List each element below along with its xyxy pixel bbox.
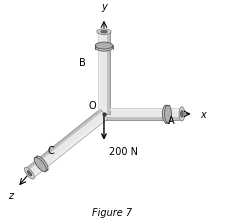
Text: O: O — [89, 101, 97, 111]
Text: z: z — [9, 191, 14, 201]
Polygon shape — [104, 117, 181, 120]
Polygon shape — [98, 33, 110, 114]
Ellipse shape — [164, 105, 171, 123]
Text: x: x — [200, 109, 206, 119]
Ellipse shape — [95, 44, 113, 51]
Polygon shape — [32, 116, 108, 177]
Ellipse shape — [95, 42, 113, 49]
Ellipse shape — [101, 30, 107, 33]
Polygon shape — [98, 33, 101, 114]
Text: Figure 7: Figure 7 — [92, 208, 133, 218]
Polygon shape — [104, 108, 181, 111]
Ellipse shape — [179, 107, 185, 121]
Polygon shape — [107, 33, 110, 114]
Polygon shape — [27, 109, 102, 170]
Ellipse shape — [25, 167, 34, 179]
Text: C: C — [47, 146, 54, 156]
Polygon shape — [104, 108, 181, 120]
Ellipse shape — [181, 111, 183, 117]
Ellipse shape — [36, 156, 48, 170]
Ellipse shape — [162, 105, 169, 123]
Text: y: y — [101, 2, 107, 12]
Ellipse shape — [34, 157, 46, 172]
Text: 200 N: 200 N — [109, 147, 138, 157]
Text: A: A — [168, 116, 175, 126]
Text: B: B — [79, 58, 86, 68]
Polygon shape — [27, 109, 108, 177]
Ellipse shape — [27, 170, 32, 176]
Ellipse shape — [97, 29, 111, 34]
